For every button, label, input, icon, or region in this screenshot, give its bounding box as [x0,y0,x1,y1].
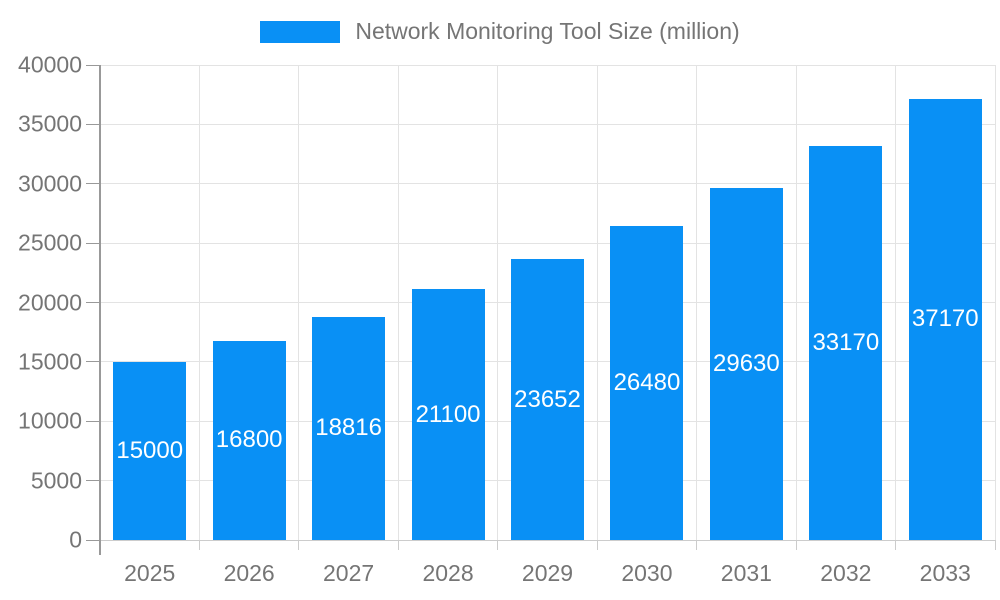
bar-2032[interactable] [809,146,883,540]
bar-value-label: 15000 [116,436,184,464]
bar-2029[interactable] [511,259,584,540]
gridline-horizontal [100,242,995,244]
y-axis-tick [86,420,100,422]
gridline-vertical [795,65,797,540]
y-axis-tick [86,64,100,66]
gridline-vertical [596,65,598,540]
y-axis-tick-label: 30000 [18,170,82,197]
x-axis-line [100,539,995,541]
x-axis-tick [696,540,698,550]
y-axis-tick [86,361,100,363]
y-axis-tick [86,480,100,482]
bar-value-label: 16800 [215,426,283,454]
legend[interactable]: Network Monitoring Tool Size (million) [0,18,1000,45]
y-axis-tick-label: 40000 [18,51,82,78]
gridline-horizontal [100,64,995,66]
x-axis-tick-label: 2033 [919,560,971,586]
gridline-vertical [397,65,399,540]
y-axis-tick-label: 35000 [18,110,82,137]
bar-2030[interactable] [610,225,684,540]
y-axis-tick [86,183,100,185]
x-axis-tick-label: 2030 [621,560,673,586]
gridline-vertical [696,65,698,540]
y-axis-tick [86,242,100,244]
gridline-vertical [497,65,499,540]
bar-value-label: 21100 [415,400,481,428]
gridline-vertical [198,65,200,540]
gridline-horizontal [100,123,995,125]
x-axis-tick-label: 2031 [720,560,772,586]
bar-value-label: 29630 [713,350,780,378]
x-axis-tick [596,540,598,550]
legend-swatch [260,20,341,43]
y-axis-tick-label: 20000 [18,289,82,315]
x-axis-tick-label: 2029 [521,560,574,586]
y-axis-tick [86,302,100,303]
x-axis-tick-label: 2025 [124,560,176,586]
x-axis-tick [497,540,499,550]
bar-value-label: 37170 [911,305,979,333]
gridline-vertical [298,65,300,540]
bar-2025[interactable] [113,361,187,540]
gridline-vertical [994,65,996,540]
legend-label: Network Monitoring Tool Size (million) [355,18,740,44]
x-axis-tick [895,540,897,550]
bar-2028[interactable] [411,289,485,540]
gridline-vertical [895,65,897,540]
y-axis-tick-label: 25000 [18,229,82,256]
x-axis-tick [994,540,996,550]
bar-2031[interactable] [709,188,783,540]
bar-value-label: 23652 [514,385,581,413]
x-axis-tick [795,540,797,550]
y-axis-tick [86,123,100,125]
x-axis-tick-label: 2032 [820,560,872,586]
bar-2026[interactable] [212,340,286,540]
bar-2033[interactable] [908,98,982,540]
bar-value-label: 33170 [812,329,880,357]
x-axis-tick-label: 2026 [223,560,275,586]
y-axis-tick [86,539,100,541]
bar-value-label: 18816 [315,414,382,442]
y-axis-line [99,65,101,555]
y-axis-tick-label: 15000 [18,348,82,375]
y-axis-tick-label: 10000 [18,407,82,434]
x-axis-tick [397,540,399,550]
x-axis-tick-label: 2027 [323,560,375,586]
x-axis-tick [298,540,300,550]
y-axis-tick-label: 5000 [30,467,82,494]
bar-value-label: 26480 [613,368,681,396]
x-axis-tick [198,540,200,550]
gridline-horizontal [100,183,995,185]
bar-2027[interactable] [312,316,386,540]
x-axis-tick-label: 2028 [422,560,474,586]
y-axis-tick-label: 0 [69,526,82,553]
